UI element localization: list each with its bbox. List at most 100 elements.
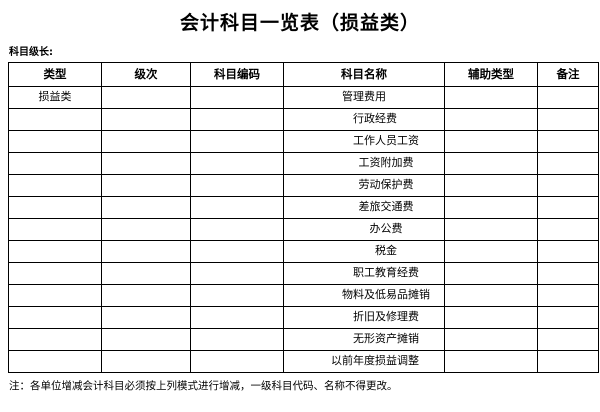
cell-name[interactable]: 行政经费 [283,107,445,131]
cell-name[interactable]: 职工教育经费 [283,261,445,285]
cell-code[interactable] [190,217,284,241]
cell-remark[interactable] [537,217,599,241]
cell-level[interactable] [101,305,191,329]
table-row: 职工教育经费 [8,261,599,285]
cell-name[interactable]: 管理费用 [283,85,445,109]
table-row: 物料及低易品摊销 [8,283,599,307]
table-row: 办公费 [8,217,599,241]
table-row: 折旧及修理费 [8,305,599,329]
cell-level[interactable] [101,151,191,175]
cell-aux-type[interactable] [444,85,538,109]
cell-code[interactable] [190,195,284,219]
column-header-name: 科目名称 [283,61,445,87]
column-header-type: 类型 [8,61,102,87]
cell-name[interactable]: 工资附加费 [283,151,445,175]
cell-level[interactable] [101,195,191,219]
cell-code[interactable] [190,305,284,329]
accounts-table: 类型 级次 科目编码 科目名称 辅助类型 备注 损益类 管理费用 行政经费 工作人员工… [8,61,599,373]
subtitle-label: 科目级长: [9,46,53,58]
cell-aux-type[interactable] [444,151,538,175]
cell-code[interactable] [190,85,284,109]
cell-name[interactable]: 税金 [283,239,445,263]
cell-remark[interactable] [537,151,599,175]
cell-name[interactable]: 办公费 [283,217,445,241]
table-row: 无形资产摊销 [8,327,599,351]
cell-level[interactable] [101,173,191,197]
table-row: 以前年度损益调整 [8,349,599,373]
cell-remark[interactable] [537,261,599,285]
cell-code[interactable] [190,239,284,263]
cell-type[interactable] [8,151,102,175]
column-header-aux-type: 辅助类型 [444,61,538,87]
cell-name[interactable]: 折旧及修理费 [283,305,445,329]
cell-code[interactable] [190,151,284,175]
cell-level[interactable] [101,239,191,263]
cell-level[interactable] [101,107,191,131]
table-row: 劳动保护费 [8,173,599,197]
cell-level[interactable] [101,349,191,373]
cell-name[interactable]: 劳动保护费 [283,173,445,197]
cell-aux-type[interactable] [444,283,538,307]
table-row: 行政经费 [8,107,599,131]
cell-type[interactable] [8,195,102,219]
cell-type[interactable] [8,239,102,263]
cell-aux-type[interactable] [444,327,538,351]
cell-remark[interactable] [537,349,599,373]
cell-remark[interactable] [537,173,599,197]
cell-remark[interactable] [537,239,599,263]
cell-remark[interactable] [537,305,599,329]
cell-aux-type[interactable] [444,261,538,285]
cell-type[interactable] [8,129,102,153]
cell-code[interactable] [190,173,284,197]
cell-code[interactable] [190,107,284,131]
cell-level[interactable] [101,85,191,109]
footer-note: 注：各单位增减会计科目必须按上列模式进行增减，一级科目代码、名称不得更改。 [9,379,398,392]
cell-remark[interactable] [537,195,599,219]
cell-remark[interactable] [537,283,599,307]
table-row: 税金 [8,239,599,263]
cell-type[interactable] [8,349,102,373]
cell-remark[interactable] [537,85,599,109]
cell-aux-type[interactable] [444,129,538,153]
cell-code[interactable] [190,129,284,153]
cell-type[interactable] [8,217,102,241]
cell-level[interactable] [101,261,191,285]
cell-name[interactable]: 以前年度损益调整 [283,349,445,373]
cell-level[interactable] [101,129,191,153]
cell-type[interactable] [8,107,102,131]
table-row: 损益类 管理费用 [8,85,599,109]
cell-name[interactable]: 差旅交通费 [283,195,445,219]
cell-level[interactable] [101,283,191,307]
cell-type[interactable] [8,305,102,329]
table-body: 损益类 管理费用 行政经费 工作人员工资 工资附加费 劳动保护费 差旅交通费 办公费 税金 职工教… [8,85,599,373]
cell-level[interactable] [101,217,191,241]
cell-name[interactable]: 工作人员工资 [283,129,445,153]
cell-code[interactable] [190,349,284,373]
cell-type[interactable]: 损益类 [8,85,102,109]
cell-aux-type[interactable] [444,239,538,263]
cell-type[interactable] [8,283,102,307]
table-row: 工资附加费 [8,151,599,175]
cell-code[interactable] [190,261,284,285]
cell-aux-type[interactable] [444,173,538,197]
cell-type[interactable] [8,261,102,285]
cell-aux-type[interactable] [444,195,538,219]
cell-name[interactable]: 物料及低易品摊销 [283,283,445,307]
cell-level[interactable] [101,327,191,351]
cell-code[interactable] [190,283,284,307]
cell-remark[interactable] [537,327,599,351]
cell-aux-type[interactable] [444,217,538,241]
cell-code[interactable] [190,327,284,351]
cell-remark[interactable] [537,107,599,131]
cell-name[interactable]: 无形资产摊销 [283,327,445,351]
cell-aux-type[interactable] [444,107,538,131]
cell-remark[interactable] [537,129,599,153]
column-header-remark: 备注 [537,61,599,87]
cell-aux-type[interactable] [444,349,538,373]
cell-type[interactable] [8,327,102,351]
cell-aux-type[interactable] [444,305,538,329]
table-row: 差旅交通费 [8,195,599,219]
column-header-code: 科目编码 [190,61,284,87]
cell-type[interactable] [8,173,102,197]
